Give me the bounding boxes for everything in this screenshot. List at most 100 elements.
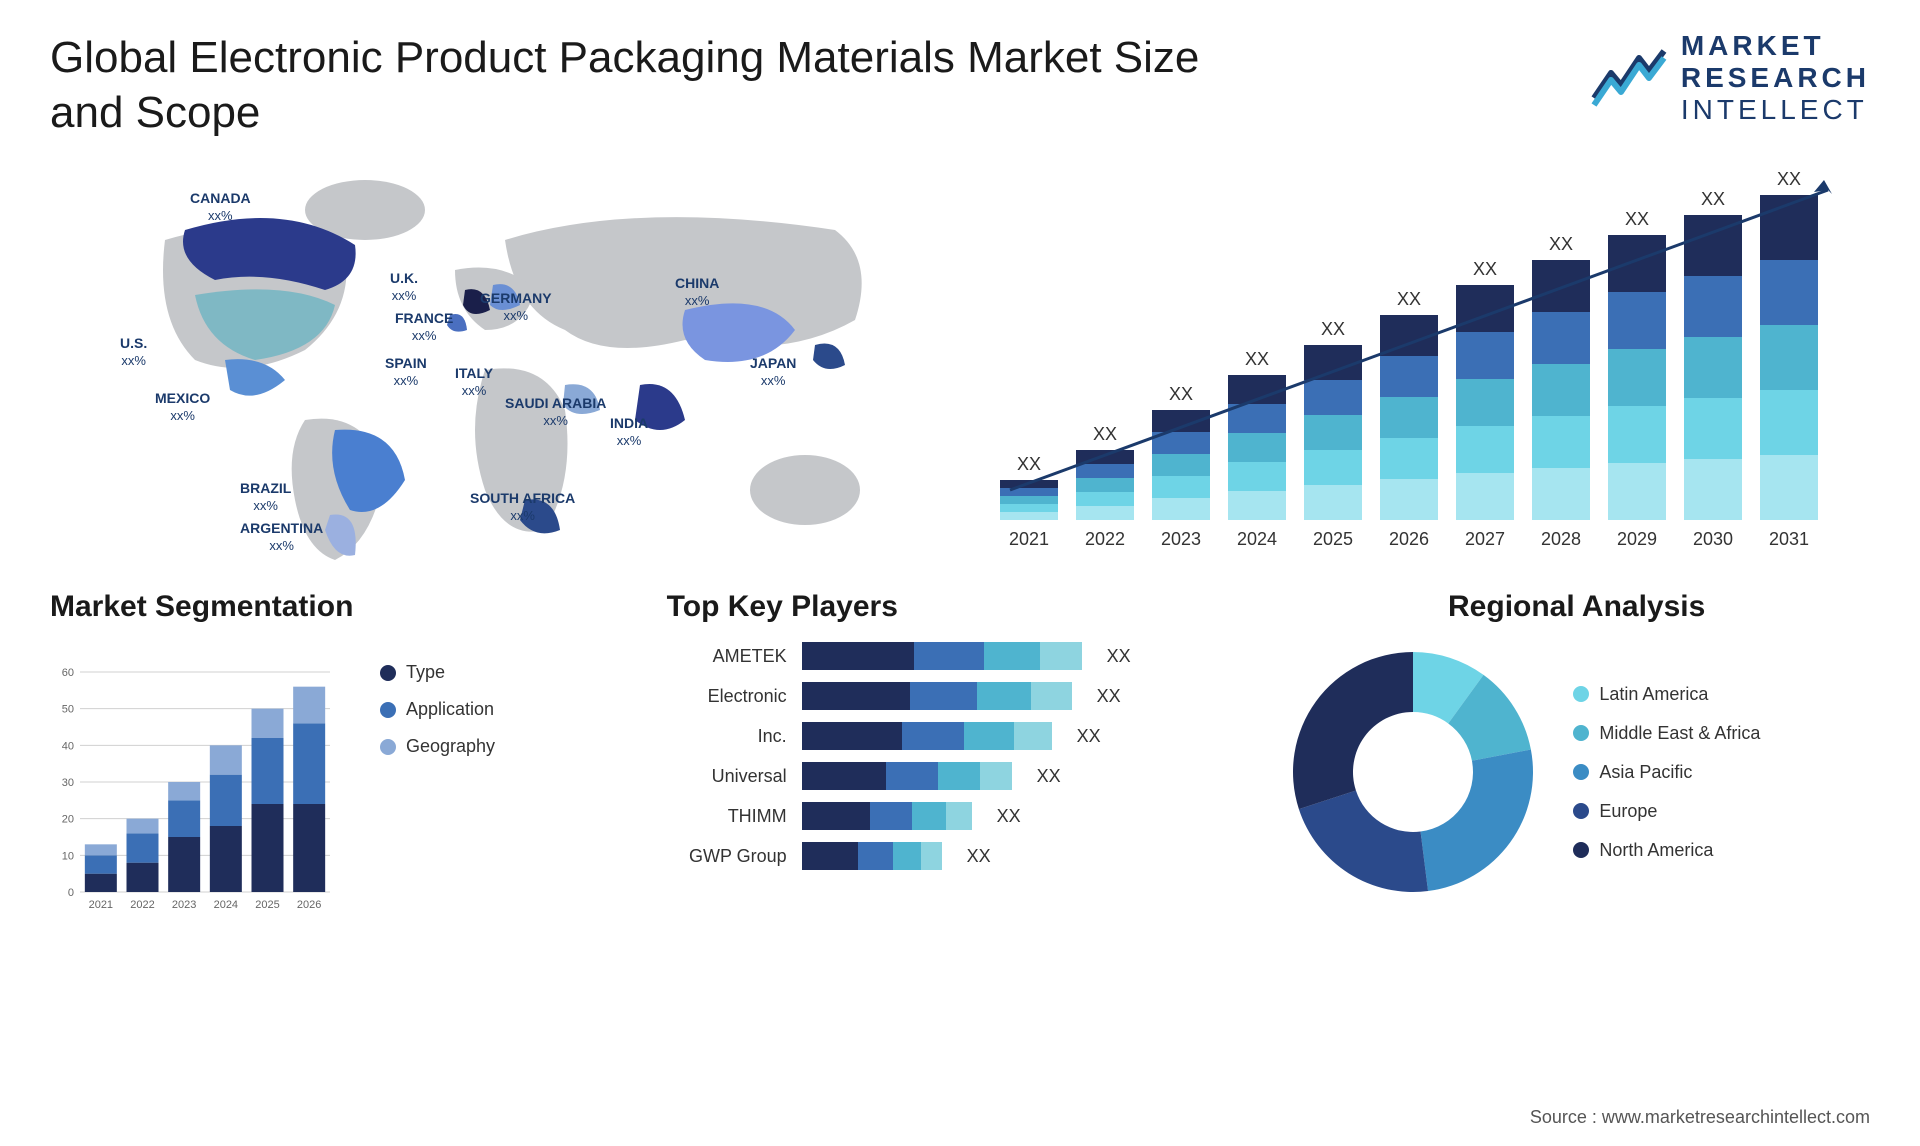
player-bar-segment [802, 762, 886, 790]
map-label: BRAZILxx% [240, 480, 291, 514]
logo-icon [1589, 43, 1669, 113]
player-row: THIMMXX [667, 802, 1254, 830]
legend-dot [380, 702, 396, 718]
logo-line3: INTELLECT [1681, 94, 1870, 126]
player-value: XX [1037, 766, 1061, 787]
player-bar [802, 802, 972, 830]
player-bar-segment [1014, 722, 1052, 750]
player-name: Inc. [667, 726, 787, 747]
regional-title: Regional Analysis [1283, 590, 1870, 624]
source-attribution: Source : www.marketresearchintellect.com [1530, 1107, 1870, 1128]
svg-text:XX: XX [1093, 424, 1117, 444]
player-bar [802, 762, 1012, 790]
svg-text:XX: XX [1777, 169, 1801, 189]
player-bar-segment [977, 682, 1031, 710]
player-value: XX [1077, 726, 1101, 747]
svg-text:20: 20 [62, 814, 74, 826]
svg-text:XX: XX [1549, 234, 1573, 254]
legend-dot [1573, 764, 1589, 780]
map-label: FRANCExx% [395, 310, 453, 344]
player-bar-segment [802, 802, 870, 830]
legend-label: Latin America [1599, 684, 1708, 705]
svg-text:10: 10 [62, 850, 74, 862]
legend-label: North America [1599, 840, 1713, 861]
map-label: GERMANYxx% [480, 290, 552, 324]
map-label: CHINAxx% [675, 275, 719, 309]
svg-text:40: 40 [62, 740, 74, 752]
svg-text:2027: 2027 [1465, 529, 1505, 549]
map-label: SPAINxx% [385, 355, 427, 389]
svg-text:XX: XX [1245, 349, 1269, 369]
player-name: Universal [667, 766, 787, 787]
svg-text:2021: 2021 [1009, 529, 1049, 549]
growth-chart: XX2021XX2022XX2023XX2024XX2025XX2026XX20… [980, 160, 1870, 560]
legend-label: Type [406, 662, 445, 683]
world-map: CANADAxx%U.S.xx%MEXICOxx%BRAZILxx%ARGENT… [50, 160, 940, 560]
logo: MARKET RESEARCH INTELLECT [1589, 30, 1870, 127]
map-label: MEXICOxx% [155, 390, 210, 424]
player-name: AMETEK [667, 646, 787, 667]
svg-text:2029: 2029 [1617, 529, 1657, 549]
player-row: AMETEKXX [667, 642, 1254, 670]
svg-text:XX: XX [1473, 259, 1497, 279]
players-title: Top Key Players [667, 590, 1254, 624]
logo-line1: MARKET [1681, 30, 1870, 62]
legend-item: North America [1573, 840, 1760, 861]
player-bar-segment [914, 642, 984, 670]
regional-donut [1283, 642, 1543, 902]
svg-text:2031: 2031 [1769, 529, 1809, 549]
player-bar-segment [902, 722, 965, 750]
svg-text:2025: 2025 [255, 899, 279, 911]
players-list: AMETEKXXElectronicXXInc.XXUniversalXXTHI… [667, 642, 1254, 870]
svg-text:2024: 2024 [1237, 529, 1277, 549]
player-name: Electronic [667, 686, 787, 707]
legend-label: Europe [1599, 801, 1657, 822]
legend-label: Middle East & Africa [1599, 723, 1760, 744]
legend-dot [1573, 725, 1589, 741]
player-bar-segment [858, 842, 893, 870]
svg-text:2025: 2025 [1313, 529, 1353, 549]
player-value: XX [1097, 686, 1121, 707]
legend-dot [1573, 842, 1589, 858]
segmentation-panel: Market Segmentation 01020304050602021202… [50, 590, 637, 922]
player-bar-segment [921, 842, 942, 870]
player-bar-segment [893, 842, 921, 870]
regional-panel: Regional Analysis Latin America Middle Ea… [1283, 590, 1870, 922]
player-bar [802, 842, 942, 870]
map-label: SOUTH AFRICAxx% [470, 490, 575, 524]
svg-text:2022: 2022 [1085, 529, 1125, 549]
regional-legend: Latin AmericaMiddle East & AfricaAsia Pa… [1573, 684, 1760, 861]
map-label: INDIAxx% [610, 415, 648, 449]
player-bar-segment [938, 762, 980, 790]
player-bar-segment [802, 682, 910, 710]
player-bar-segment [1031, 682, 1072, 710]
player-bar-segment [802, 842, 858, 870]
player-bar-segment [870, 802, 913, 830]
svg-text:XX: XX [1701, 189, 1725, 209]
svg-text:2026: 2026 [1389, 529, 1429, 549]
segmentation-legend: Type Application Geography [380, 642, 495, 922]
player-bar [802, 682, 1072, 710]
legend-dot [380, 665, 396, 681]
legend-label: Application [406, 699, 494, 720]
legend-item: Geography [380, 736, 495, 757]
segmentation-chart: 0102030405060202120222023202420252026 [50, 642, 350, 922]
player-bar-segment [910, 682, 978, 710]
svg-text:2028: 2028 [1541, 529, 1581, 549]
player-row: Inc. XX [667, 722, 1254, 750]
svg-text:XX: XX [1017, 454, 1041, 474]
svg-text:50: 50 [62, 704, 74, 716]
legend-item: Type [380, 662, 495, 683]
player-bar-segment [912, 802, 946, 830]
svg-text:2023: 2023 [172, 899, 196, 911]
svg-text:XX: XX [1397, 289, 1421, 309]
player-bar-segment [802, 722, 902, 750]
player-bar [802, 642, 1082, 670]
player-bar-segment [1040, 642, 1082, 670]
player-bar-segment [802, 642, 914, 670]
svg-text:2021: 2021 [89, 899, 113, 911]
legend-dot [1573, 686, 1589, 702]
player-value: XX [997, 806, 1021, 827]
map-label: CANADAxx% [190, 190, 251, 224]
player-row: GWP GroupXX [667, 842, 1254, 870]
